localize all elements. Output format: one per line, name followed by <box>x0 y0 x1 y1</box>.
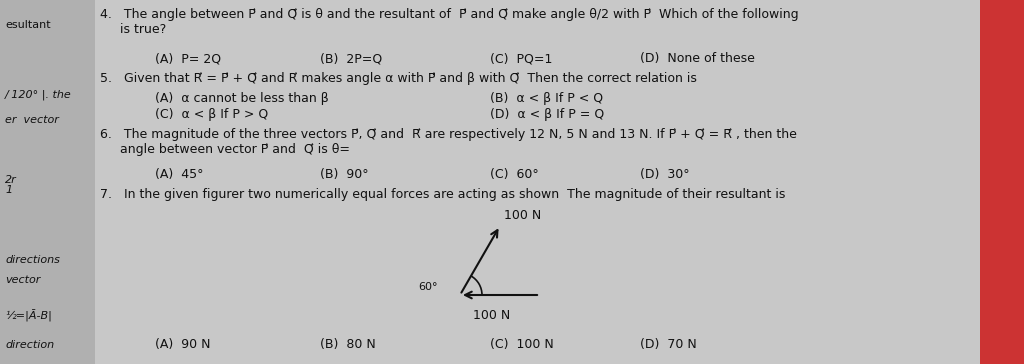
Text: (A)  P= 2Q: (A) P= 2Q <box>155 52 221 65</box>
Text: vector: vector <box>5 275 40 285</box>
Text: (D)  30°: (D) 30° <box>640 168 689 181</box>
Text: (D)  70 N: (D) 70 N <box>640 338 696 351</box>
Text: (B)  90°: (B) 90° <box>319 168 369 181</box>
Text: 5.   Given that R⃗ = P⃗ + Q⃗ and R⃗ makes angle α with P⃗ and β with Q⃗  Then th: 5. Given that R⃗ = P⃗ + Q⃗ and R⃗ makes … <box>100 72 697 85</box>
Text: (D)  α < β If P = Q: (D) α < β If P = Q <box>490 108 604 121</box>
Text: 1: 1 <box>5 185 12 195</box>
FancyBboxPatch shape <box>980 0 1024 364</box>
Text: (B)  α < β If P < Q: (B) α < β If P < Q <box>490 92 603 105</box>
Text: 100 N: 100 N <box>504 209 542 222</box>
Text: esultant: esultant <box>5 20 50 30</box>
Text: (C)  α < β If P > Q: (C) α < β If P > Q <box>155 108 268 121</box>
FancyBboxPatch shape <box>0 0 95 364</box>
Text: (D)  None of these: (D) None of these <box>640 52 755 65</box>
Text: 100 N: 100 N <box>473 309 511 322</box>
Text: (B)  80 N: (B) 80 N <box>319 338 376 351</box>
Text: (C)  100 N: (C) 100 N <box>490 338 554 351</box>
Text: / 120° |. the: / 120° |. the <box>5 90 72 100</box>
Text: directions: directions <box>5 255 59 265</box>
Text: 60°: 60° <box>418 282 437 292</box>
Text: 7.   In the given figurer two numerically equal forces are acting as shown  The : 7. In the given figurer two numerically … <box>100 188 785 201</box>
Text: (A)  45°: (A) 45° <box>155 168 204 181</box>
Text: (C)  60°: (C) 60° <box>490 168 539 181</box>
Text: 6.   The magnitude of the three vectors P⃗, Q⃗ and  R⃗ are respectively 12 N, 5 : 6. The magnitude of the three vectors P⃗… <box>100 128 797 156</box>
Text: (A)  α cannot be less than β: (A) α cannot be less than β <box>155 92 329 105</box>
Text: er  vector: er vector <box>5 115 58 125</box>
Text: (A)  90 N: (A) 90 N <box>155 338 211 351</box>
Text: (C)  PQ=1: (C) PQ=1 <box>490 52 552 65</box>
Text: 4.   The angle between P⃗ and Q⃗ is θ and the resultant of  P⃗ and Q⃗ make angle: 4. The angle between P⃗ and Q⃗ is θ and … <box>100 8 799 36</box>
Text: ½=|Ā-B|: ½=|Ā-B| <box>5 310 52 323</box>
Text: 2r: 2r <box>5 175 16 185</box>
Text: direction: direction <box>5 340 54 350</box>
Text: (B)  2P=Q: (B) 2P=Q <box>319 52 382 65</box>
